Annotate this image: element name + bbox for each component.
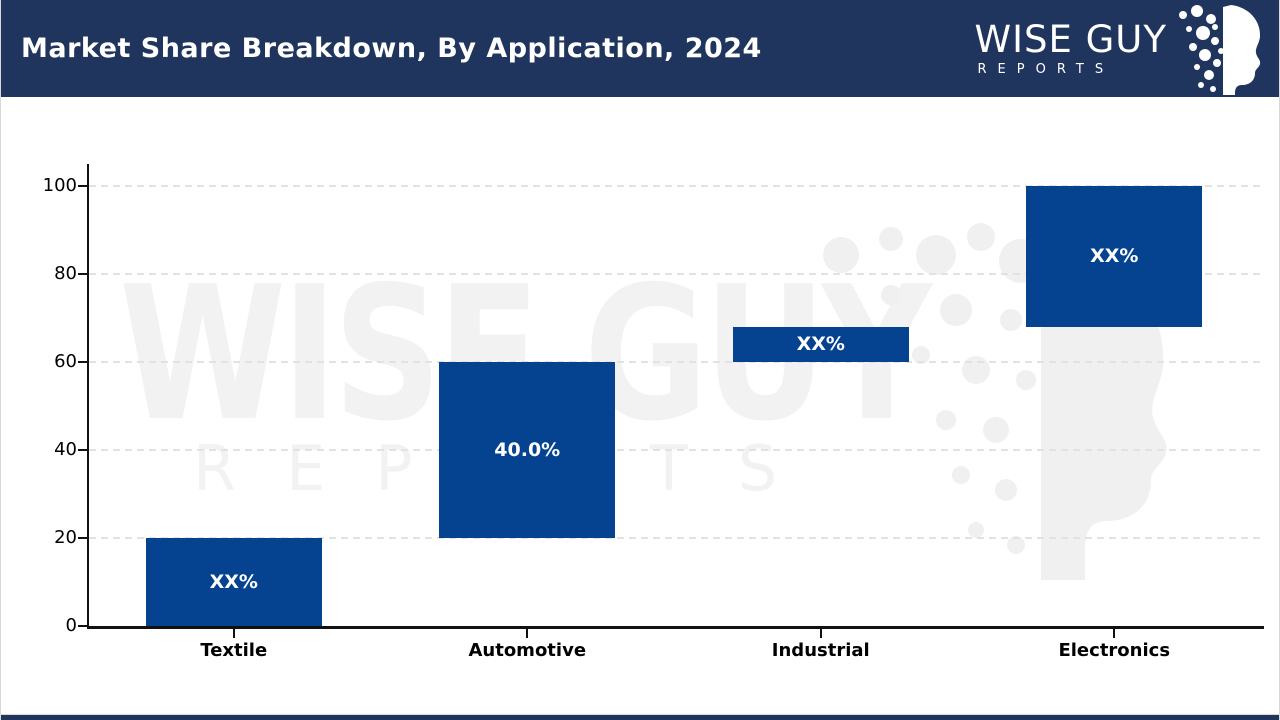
y-tick-label: 60 <box>54 351 77 372</box>
y-tick-label: 0 <box>65 615 77 636</box>
y-tick-mark <box>78 537 87 539</box>
y-tick-mark <box>78 185 87 187</box>
gridline-100 <box>89 185 1261 187</box>
y-tick-mark <box>78 361 87 363</box>
bar-electronics: XX% <box>1026 186 1203 327</box>
footer-bar <box>1 714 1279 720</box>
y-tick-label: 100 <box>42 175 77 196</box>
x-tick-mark <box>526 629 529 638</box>
brand-logo: WISE GUY REPORTS <box>975 3 1265 95</box>
y-tick-mark <box>78 625 87 627</box>
category-label: Automotive <box>468 640 587 661</box>
gridline-40 <box>89 449 1261 451</box>
y-axis <box>87 164 89 628</box>
brand-logo-text: WISE GUY REPORTS <box>974 17 1167 77</box>
gridline-60 <box>89 361 1261 363</box>
logo-wiseguy-text: WISE GUY <box>974 17 1167 61</box>
header-bar: Market Share Breakdown, By Application, … <box>1 0 1279 97</box>
face-dots-icon <box>1179 4 1261 95</box>
x-tick-mark <box>1113 629 1116 638</box>
bar-label: XX% <box>209 571 258 593</box>
y-tick-label: 40 <box>54 439 77 460</box>
category-label: Textile <box>200 640 268 661</box>
bar-label: XX% <box>1090 245 1139 268</box>
y-tick-mark <box>78 273 87 275</box>
x-tick-mark <box>819 629 822 638</box>
bar-industrial: XX% <box>732 326 909 362</box>
category-label: Electronics <box>1058 640 1171 661</box>
bar-label: 40.0% <box>494 439 561 461</box>
bar-automotive: 40.0% <box>439 362 616 538</box>
category-label: Industrial <box>771 640 870 661</box>
y-tick-label: 80 <box>54 263 77 284</box>
bar-textile: XX% <box>145 538 322 626</box>
y-tick-mark <box>78 449 87 451</box>
x-tick-mark <box>232 629 235 638</box>
logo-reports-text: REPORTS <box>977 61 1115 77</box>
y-tick-label: 20 <box>54 527 77 548</box>
gridline-20 <box>89 537 1261 539</box>
x-axis <box>87 626 1264 629</box>
bar-label: XX% <box>796 333 845 356</box>
page-title: Market Share Breakdown, By Application, … <box>21 33 762 64</box>
gridline-80 <box>89 273 1261 275</box>
